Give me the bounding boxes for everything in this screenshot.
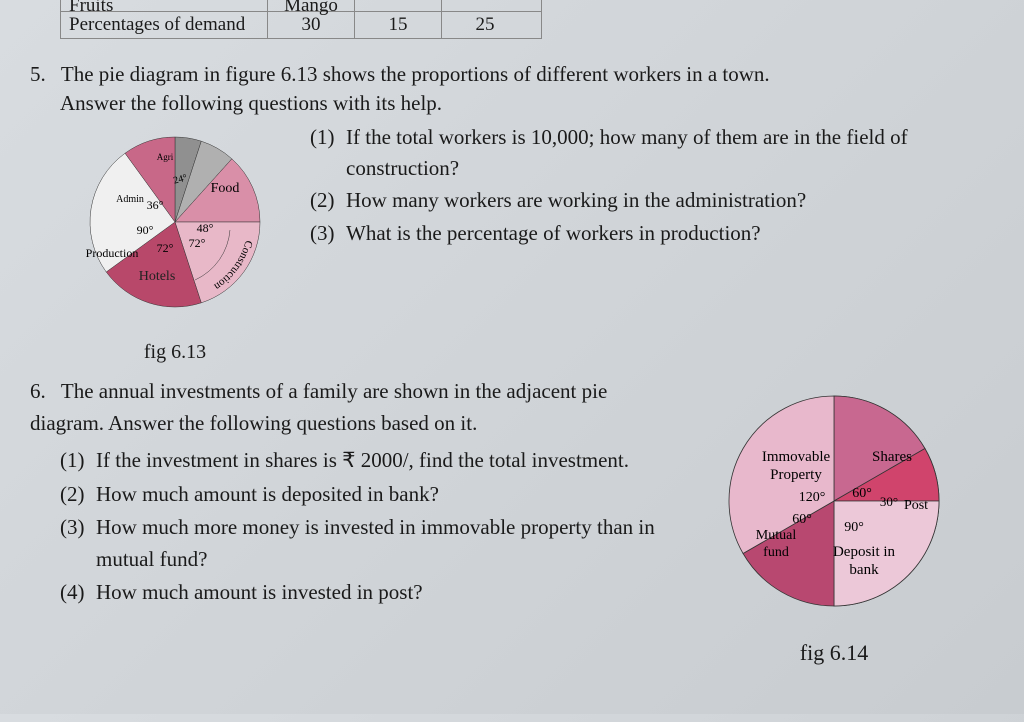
q5-sub3: (3) What is the percentage of workers in… — [310, 218, 994, 248]
pie-6-14: Immovable Property 120° Shares 60° Post … — [694, 376, 974, 636]
pie-label-immovable-1: Immovable — [762, 449, 831, 465]
q5-sub1-txt: If the total workers is 10,000; how many… — [346, 122, 994, 183]
pie-angle-72a: 72° — [189, 236, 206, 250]
q6-sub3-txt: How much more money is invested in immov… — [96, 512, 674, 575]
pie-label-admin: Admin — [116, 194, 144, 205]
q6-sub3: (3) How much more money is invested in i… — [60, 512, 674, 575]
q5-sub1: (1) If the total workers is 10,000; how … — [310, 122, 994, 183]
q5-sub3-txt: What is the percentage of workers in pro… — [346, 218, 994, 248]
q6-sub4-num: (4) — [60, 577, 96, 609]
q6-sub4-txt: How much amount is invested in post? — [96, 577, 674, 609]
q5-number: 5. — [30, 59, 56, 89]
pie-angle-30: 30° — [880, 494, 898, 509]
q6-sub2-txt: How much amount is deposited in bank? — [96, 479, 674, 511]
pie-angle-90b: 90° — [844, 520, 864, 535]
q5-sub2-txt: How many workers are working in the admi… — [346, 185, 994, 215]
q5-sub3-num: (3) — [310, 218, 346, 248]
pie-angle-72b: 72° — [157, 241, 174, 255]
table-cell-15: 15 — [355, 12, 442, 38]
pie-label-shares: Shares — [872, 449, 912, 465]
q5-sub1-num: (1) — [310, 122, 346, 183]
pie-6-13-box: Food 48° Construction 72° Hotels 72° Pro… — [60, 122, 290, 364]
q5-line1: The pie diagram in figure 6.13 shows the… — [61, 62, 770, 86]
fig-6-14-caption: fig 6.14 — [800, 640, 868, 666]
q6-sub3-num: (3) — [60, 512, 96, 575]
q6-sub2-num: (2) — [60, 479, 96, 511]
table-cell-30: 30 — [268, 12, 355, 38]
q6-number: 6. — [30, 376, 56, 408]
pie-angle-36: 36° — [147, 198, 164, 212]
q6-sub1: (1) If the investment in shares is ₹ 200… — [60, 445, 674, 477]
pie-angle-90: 90° — [137, 223, 154, 237]
table-row-label: Percentages of demand — [61, 12, 268, 38]
pie-angle-120: 120° — [799, 490, 826, 505]
q6-header: 6. The annual investments of a family ar… — [30, 376, 674, 439]
fig-6-13-caption: fig 6.13 — [60, 341, 290, 364]
q5-sub2-num: (2) — [310, 185, 346, 215]
pie-label-mutual-2: fund — [763, 545, 789, 560]
q6-sub4: (4) How much amount is invested in post? — [60, 577, 674, 609]
q5-line2: Answer the following questions with its … — [60, 91, 994, 116]
table-cell-25: 25 — [442, 12, 528, 38]
pie-label-deposit-1: Deposit in — [833, 544, 896, 560]
demand-table: Fruits Mango Percentages of demand 30 15… — [30, 0, 994, 39]
pie-label-post: Post — [904, 498, 928, 513]
q6-sub2: (2) How much amount is deposited in bank… — [60, 479, 674, 511]
pie-label-immovable-2: Property — [770, 467, 822, 483]
q5-sub2: (2) How many workers are working in the … — [310, 185, 994, 215]
pie-label-hotels: Hotels — [139, 269, 176, 284]
q6-left: 6. The annual investments of a family ar… — [30, 376, 674, 666]
pie-6-13: Food 48° Construction 72° Hotels 72° Pro… — [60, 122, 290, 332]
pie-label-food: Food — [211, 181, 240, 196]
q6-right: Immovable Property 120° Shares 60° Post … — [674, 376, 994, 666]
pie-angle-60a: 60° — [852, 486, 872, 501]
pie-label-deposit-2: bank — [849, 562, 879, 578]
q6-line1: The annual investments of a family are s… — [30, 379, 607, 435]
q5-subquestions: (1) If the total workers is 10,000; how … — [290, 122, 994, 364]
pie-label-mutual-1: Mutual — [756, 528, 797, 543]
q6-sub1-txt: If the investment in shares is ₹ 2000/, … — [96, 445, 674, 477]
q6-sub1-num: (1) — [60, 445, 96, 477]
pie-label-agri: Agri — [157, 152, 174, 162]
page: Fruits Mango Percentages of demand 30 15… — [0, 0, 1024, 714]
q5-content-row: Food 48° Construction 72° Hotels 72° Pro… — [60, 122, 994, 364]
q5-header: 5. The pie diagram in figure 6.13 shows … — [30, 59, 994, 89]
q6-wrap: 6. The annual investments of a family ar… — [30, 376, 994, 666]
pie-angle-48: 48° — [197, 221, 214, 235]
pie-label-production: Production — [86, 246, 139, 260]
pie-angle-60b: 60° — [792, 512, 812, 527]
